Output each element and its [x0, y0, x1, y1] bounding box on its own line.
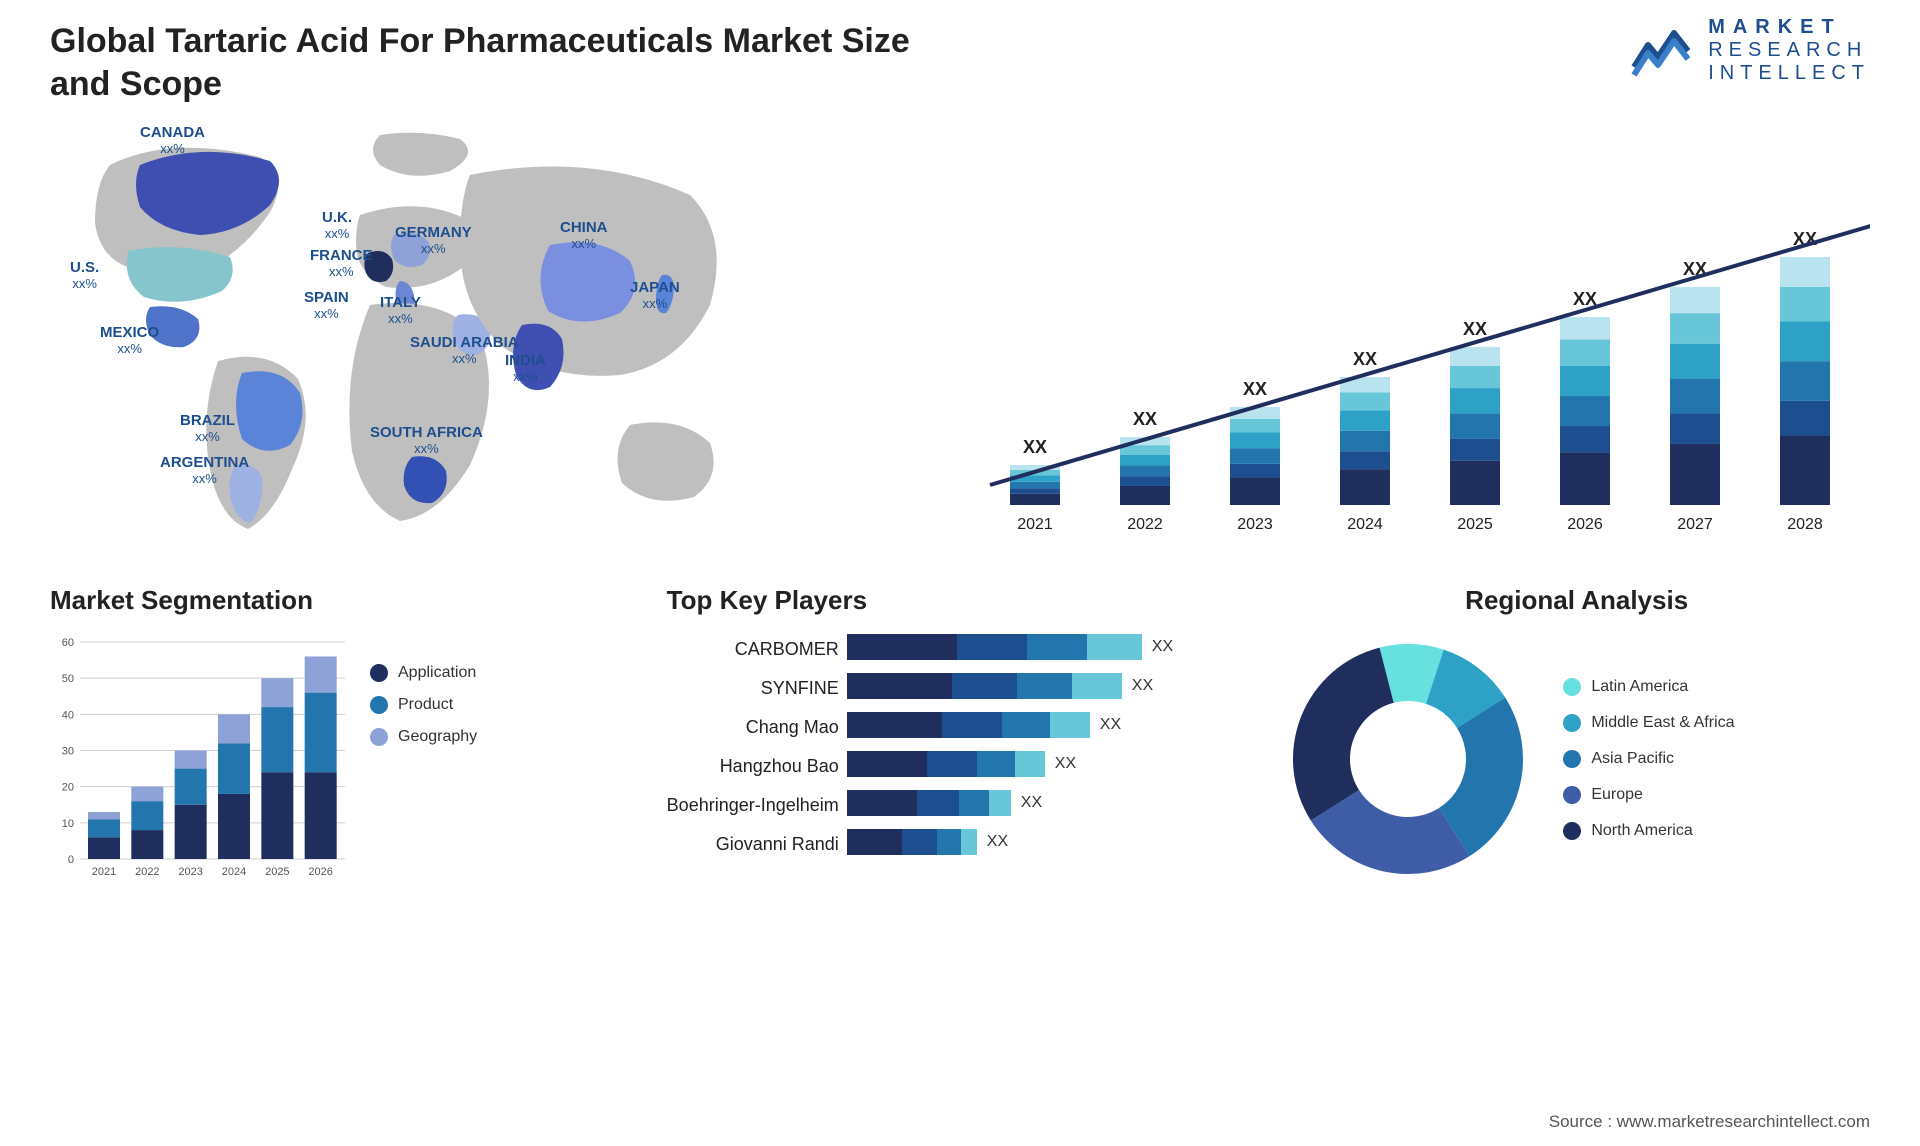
logo-line3: INTELLECT: [1708, 62, 1870, 85]
svg-text:30: 30: [62, 746, 74, 758]
player-bar-row: XX: [847, 790, 1254, 816]
players-panel: Top Key Players CARBOMER SYNFINE Chang Mao…: [667, 585, 1254, 884]
map-label: SPAINxx%: [304, 290, 349, 321]
svg-text:2023: 2023: [178, 866, 202, 878]
map-label: SOUTH AFRICAxx%: [370, 425, 483, 456]
svg-text:2021: 2021: [92, 866, 116, 878]
svg-text:2021: 2021: [1017, 516, 1053, 533]
segmentation-title: Market Segmentation: [50, 585, 637, 616]
source-attribution: Source : www.marketresearchintellect.com: [1549, 1112, 1870, 1132]
logo-line2: RESEARCH: [1708, 39, 1870, 62]
svg-text:10: 10: [62, 818, 74, 830]
players-title: Top Key Players: [667, 585, 1254, 616]
segmentation-chart: 0 10 20 30 40 50 60 2021 2022 2023 2024 2025 2026: [50, 634, 350, 884]
map-label: MEXICOxx%: [100, 325, 159, 356]
svg-text:2022: 2022: [135, 866, 159, 878]
svg-text:2022: 2022: [1127, 516, 1163, 533]
regional-panel: Regional Analysis Latin America Middle Ea…: [1283, 585, 1870, 884]
svg-text:60: 60: [62, 637, 74, 649]
segmentation-panel: Market Segmentation 0 10 20 30 40 50 60 2021 202…: [50, 585, 637, 884]
player-name: CARBOMER: [667, 636, 839, 662]
svg-text:2025: 2025: [265, 866, 289, 878]
player-name: Boehringer-Ingelheim: [667, 792, 839, 818]
brand-logo: MARKET RESEARCH INTELLECT: [1630, 16, 1870, 85]
legend-item: North America: [1563, 822, 1734, 840]
svg-text:40: 40: [62, 709, 74, 721]
segmentation-legend: Application Product Geography: [370, 634, 477, 746]
svg-text:XX: XX: [1023, 437, 1047, 457]
svg-text:XX: XX: [1353, 349, 1377, 369]
svg-text:XX: XX: [1463, 319, 1487, 339]
legend-item: Product: [370, 696, 477, 714]
map-label: INDIAxx%: [505, 353, 546, 384]
svg-text:XX: XX: [1133, 409, 1157, 429]
svg-text:2027: 2027: [1677, 516, 1713, 533]
regional-title: Regional Analysis: [1283, 585, 1870, 616]
map-label: BRAZILxx%: [180, 413, 235, 444]
svg-text:2026: 2026: [308, 866, 332, 878]
player-name: SYNFINE: [667, 675, 839, 701]
page-title: Global Tartaric Acid For Pharmaceuticals…: [50, 20, 950, 105]
legend-item: Middle East & Africa: [1563, 714, 1734, 732]
logo-icon: [1630, 23, 1696, 79]
player-name: Giovanni Randi: [667, 831, 839, 857]
player-bars-chart: XX XX XX XX XX XX: [847, 634, 1254, 857]
svg-text:2025: 2025: [1457, 516, 1493, 533]
market-growth-chart: XX2021XX2022XX2023XX2024XX2025XX2026XX20…: [910, 125, 1870, 545]
player-name: Hangzhou Bao: [667, 753, 839, 779]
svg-text:2024: 2024: [1347, 516, 1383, 533]
world-map: CANADAxx% U.S.xx% MEXICOxx% BRAZILxx% ARGENT…: [50, 125, 870, 545]
svg-text:XX: XX: [1243, 379, 1267, 399]
svg-text:2026: 2026: [1567, 516, 1603, 533]
legend-item: Latin America: [1563, 678, 1734, 696]
svg-text:20: 20: [62, 782, 74, 794]
svg-text:2024: 2024: [222, 866, 246, 878]
player-name: Chang Mao: [667, 714, 839, 740]
map-label: SAUDI ARABIAxx%: [410, 335, 519, 366]
map-label: CANADAxx%: [140, 125, 205, 156]
map-label: GERMANYxx%: [395, 225, 472, 256]
map-label: U.K.xx%: [322, 210, 352, 241]
map-label: CHINAxx%: [560, 220, 608, 251]
map-label: U.S.xx%: [70, 260, 99, 291]
regional-legend: Latin America Middle East & Africa Asia Pa…: [1563, 678, 1734, 840]
svg-text:2023: 2023: [1237, 516, 1273, 533]
player-bar-row: XX: [847, 634, 1254, 660]
map-label: FRANCExx%: [310, 248, 373, 279]
map-label: ITALYxx%: [380, 295, 421, 326]
svg-text:50: 50: [62, 673, 74, 685]
logo-line1: MARKET: [1708, 16, 1870, 39]
map-label: JAPANxx%: [630, 280, 680, 311]
player-bar-row: XX: [847, 751, 1254, 777]
legend-item: Application: [370, 664, 477, 682]
legend-item: Geography: [370, 728, 477, 746]
player-bar-row: XX: [847, 673, 1254, 699]
legend-item: Asia Pacific: [1563, 750, 1734, 768]
player-bar-row: XX: [847, 712, 1254, 738]
player-names: CARBOMER SYNFINE Chang Mao Hangzhou Bao Boeh…: [667, 634, 839, 857]
map-label: ARGENTINAxx%: [160, 455, 249, 486]
player-bar-row: XX: [847, 829, 1254, 855]
legend-item: Europe: [1563, 786, 1734, 804]
svg-text:2028: 2028: [1787, 516, 1823, 533]
svg-text:0: 0: [68, 854, 74, 866]
regional-donut-chart: [1283, 634, 1533, 884]
